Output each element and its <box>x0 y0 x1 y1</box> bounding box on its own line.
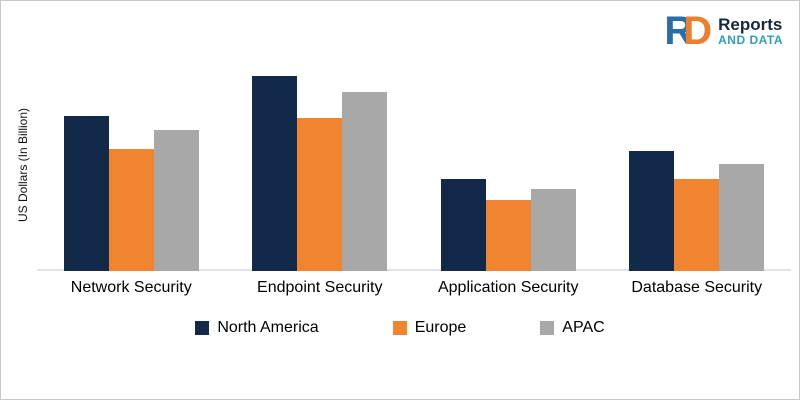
logo-letter-r: R <box>664 9 694 53</box>
chart-area: US Dollars (In Billion) <box>9 59 791 271</box>
legend-item: North America <box>195 319 319 337</box>
bar-group <box>226 76 415 271</box>
y-axis-label: US Dollars (In Billion) <box>16 107 30 223</box>
bar <box>719 164 765 271</box>
bar <box>297 118 343 271</box>
reports-and-data-logo: R D Reports AND DATA <box>664 11 783 51</box>
bar <box>342 92 388 271</box>
legend-label: APAC <box>562 319 605 336</box>
legend-swatch-icon <box>392 321 407 335</box>
category-label: Database Security <box>631 279 763 296</box>
category-label: Network Security <box>70 279 192 296</box>
legend-swatch-icon <box>195 321 210 335</box>
bar <box>674 179 720 271</box>
category-label: Endpoint Security <box>257 279 383 296</box>
x-axis-line <box>37 269 791 271</box>
logo-rd-icon: R D <box>664 11 712 51</box>
legend-item: Europe <box>392 319 467 337</box>
bar <box>530 189 576 271</box>
bar <box>485 200 531 271</box>
legend-label: Europe <box>414 319 467 336</box>
legend: North America Europe APAC <box>1 319 799 337</box>
legend-label: North America <box>217 319 319 336</box>
bar <box>629 151 675 271</box>
bar-group <box>414 179 603 271</box>
logo-text: Reports AND DATA <box>718 14 783 47</box>
bar <box>440 179 486 271</box>
y-axis: US Dollars (In Billion) <box>9 59 37 271</box>
logo-letter-d: D <box>683 9 713 53</box>
logo-brand-top: Reports <box>718 14 783 34</box>
bar-group <box>37 116 226 271</box>
category-axis-labels: Network Security Endpoint Security Applica… <box>37 279 791 297</box>
bar <box>108 149 154 271</box>
bar-group <box>603 151 792 271</box>
legend-item: APAC <box>540 319 605 337</box>
plot-area <box>37 59 791 271</box>
category-label: Application Security <box>437 279 579 296</box>
bar <box>153 130 199 271</box>
bar <box>252 76 298 271</box>
legend-swatch-icon <box>540 321 555 335</box>
bar <box>63 116 109 271</box>
logo-brand-bottom: AND DATA <box>718 32 783 47</box>
